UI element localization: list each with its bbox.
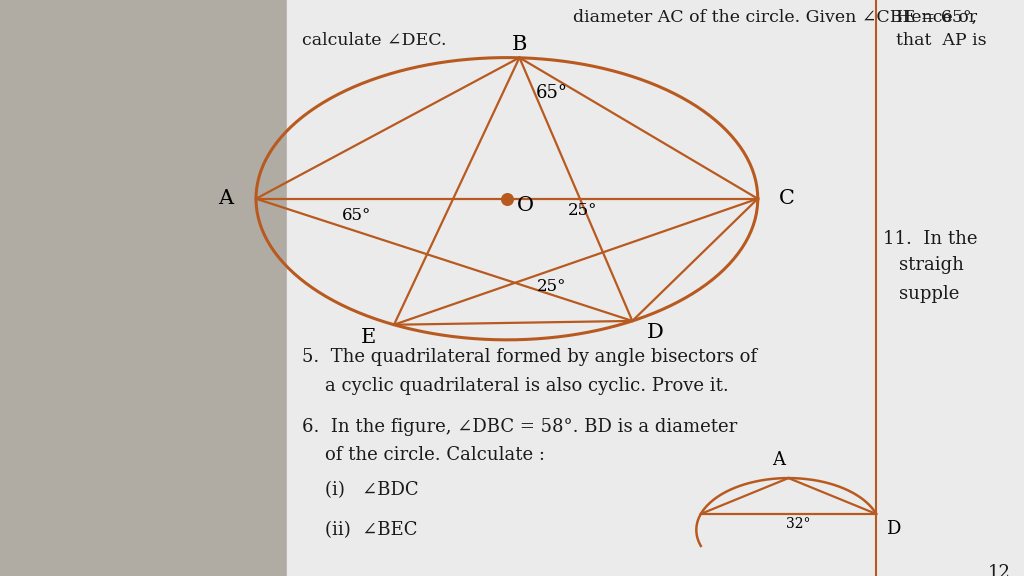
Text: A: A (772, 452, 784, 469)
Text: 11.  In the: 11. In the (883, 230, 977, 248)
Text: A: A (218, 190, 232, 208)
Point (499, 194, 515, 203)
Text: 12: 12 (988, 564, 1011, 576)
Text: E: E (360, 328, 376, 347)
Text: Hence or: Hence or (896, 9, 977, 26)
Bar (0, 0, 287, 576)
Text: D: D (887, 520, 901, 537)
Text: (ii)  ∠BEC: (ii) ∠BEC (302, 521, 418, 539)
Bar (287, 0, 876, 576)
Text: straigh: straigh (899, 256, 964, 274)
Text: 65°: 65° (536, 84, 568, 102)
Bar (876, 0, 1024, 576)
Text: calculate ∠DEC.: calculate ∠DEC. (302, 32, 446, 49)
Text: C: C (778, 190, 795, 208)
Text: of the circle. Calculate :: of the circle. Calculate : (302, 446, 545, 464)
Text: 25°: 25° (538, 278, 567, 295)
Text: 65°: 65° (342, 207, 371, 224)
Text: diameter AC of the circle. Given ∠CBE = 65°,: diameter AC of the circle. Given ∠CBE = … (573, 9, 978, 26)
Text: O: O (517, 196, 534, 215)
Text: 25°: 25° (567, 202, 597, 218)
Text: a cyclic quadrilateral is also cyclic. Prove it.: a cyclic quadrilateral is also cyclic. P… (302, 377, 729, 395)
Text: 5.  The quadrilateral formed by angle bisectors of: 5. The quadrilateral formed by angle bis… (302, 348, 757, 366)
Text: that  AP is: that AP is (896, 32, 987, 49)
Text: 32°: 32° (786, 517, 811, 531)
Text: supple: supple (899, 285, 959, 303)
Text: (i)   ∠BDC: (i) ∠BDC (302, 481, 419, 499)
Text: D: D (646, 323, 664, 342)
Text: B: B (512, 36, 527, 54)
Text: 6.  In the figure, ∠DBC = 58°. BD is a diameter: 6. In the figure, ∠DBC = 58°. BD is a di… (302, 418, 737, 435)
